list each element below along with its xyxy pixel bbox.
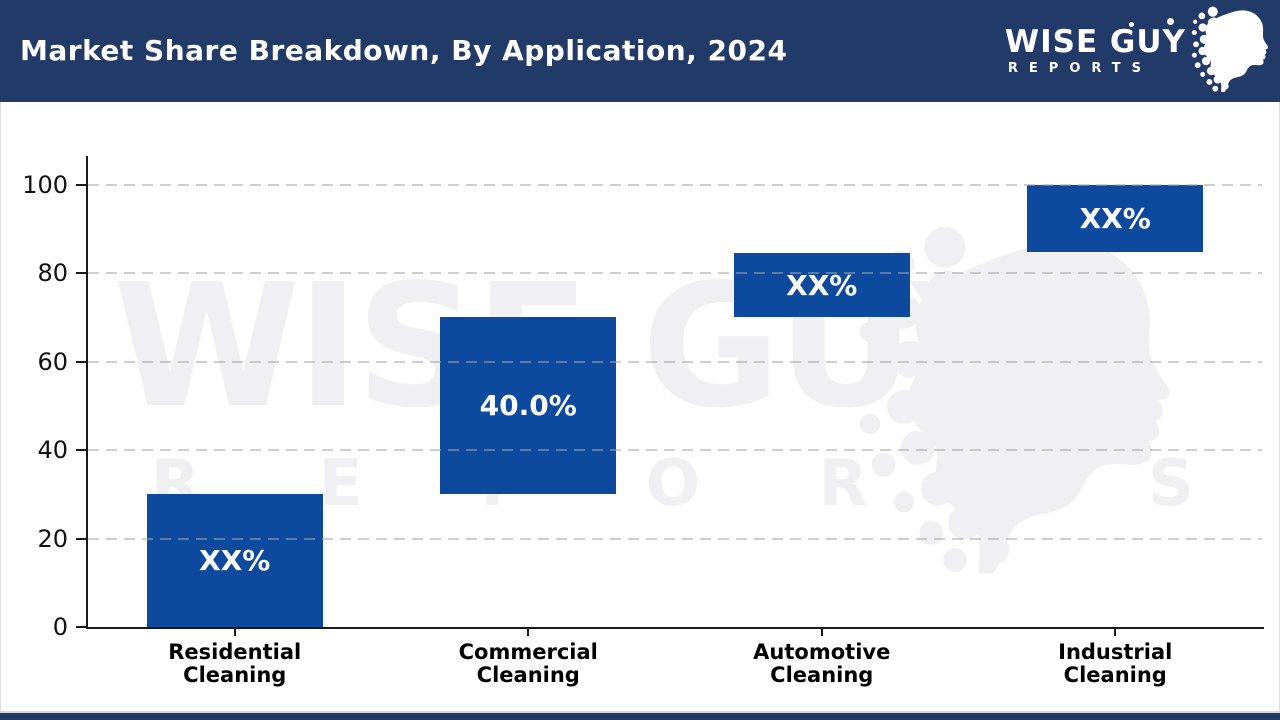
x-category-label-2: Automotive Cleaning — [712, 641, 932, 687]
bar-value-label: XX% — [1079, 201, 1151, 235]
footer-divider — [0, 711, 1280, 713]
y-tick-0 — [76, 626, 87, 628]
y-tick-20 — [76, 537, 87, 540]
y-tick-60 — [76, 360, 87, 363]
brand-logo: WISE GUY REPORTS — [1005, 0, 1274, 102]
x-axis-line — [86, 627, 1264, 629]
y-tick-label-100: 100 — [22, 170, 68, 199]
x-category-line: Cleaning — [476, 663, 580, 687]
bar-segment-0: XX% — [146, 494, 323, 627]
gridline-40 — [88, 449, 1262, 451]
gridline-20 — [88, 537, 1262, 540]
y-tick-40 — [76, 449, 87, 451]
y-tick-label-40: 40 — [37, 436, 68, 464]
x-tick-2 — [820, 628, 823, 636]
bar-value-label: XX% — [786, 268, 858, 302]
brand-logo-text: WISE GUY REPORTS — [1004, 18, 1186, 77]
bar-value-label: XX% — [199, 544, 271, 578]
x-category-label-1: Commercial Cleaning — [418, 641, 638, 687]
bar-segment-1: 40.0% — [440, 317, 617, 495]
footer-bar — [0, 713, 1280, 720]
gridline-60 — [88, 360, 1262, 363]
y-tick-label-20: 20 — [37, 524, 68, 553]
x-category-line: Cleaning — [183, 663, 287, 687]
y-tick-label-0: 0 — [52, 613, 68, 641]
y-axis-line — [86, 156, 88, 629]
gridline-100 — [88, 183, 1262, 186]
x-tick-3 — [1114, 628, 1117, 636]
x-category-line: Residential — [168, 640, 302, 664]
x-category-line: Cleaning — [770, 663, 874, 687]
brand-name: WISE GUY — [1004, 24, 1186, 60]
page-title: Market Share Breakdown, By Application, … — [20, 34, 788, 67]
header-bar: Market Share Breakdown, By Application, … — [0, 0, 1280, 102]
y-tick-label-80: 80 — [37, 259, 68, 287]
bar-segment-3: XX% — [1027, 184, 1204, 253]
wise-guy-head-icon — [1190, 5, 1274, 97]
x-tick-0 — [233, 628, 236, 636]
x-category-line: Cleaning — [1063, 663, 1167, 687]
logo-dot-icon — [1167, 18, 1174, 25]
bar-segment-2: XX% — [733, 253, 910, 318]
gridline-80 — [88, 272, 1262, 274]
y-tick-100 — [76, 183, 87, 186]
logo-dot-icon — [1129, 22, 1134, 27]
brand-subtitle: REPORTS — [1007, 61, 1153, 76]
x-category-label-3: Industrial Cleaning — [1005, 641, 1225, 687]
x-category-line: Automotive — [753, 640, 891, 664]
x-category-line: Industrial — [1058, 640, 1173, 664]
y-tick-label-60: 60 — [37, 347, 68, 376]
bar-value-label: 40.0% — [479, 389, 577, 423]
x-category-line: Commercial — [458, 640, 598, 664]
x-category-label-0: Residential Cleaning — [125, 641, 345, 687]
y-tick-80 — [76, 272, 87, 274]
x-tick-1 — [527, 628, 530, 636]
